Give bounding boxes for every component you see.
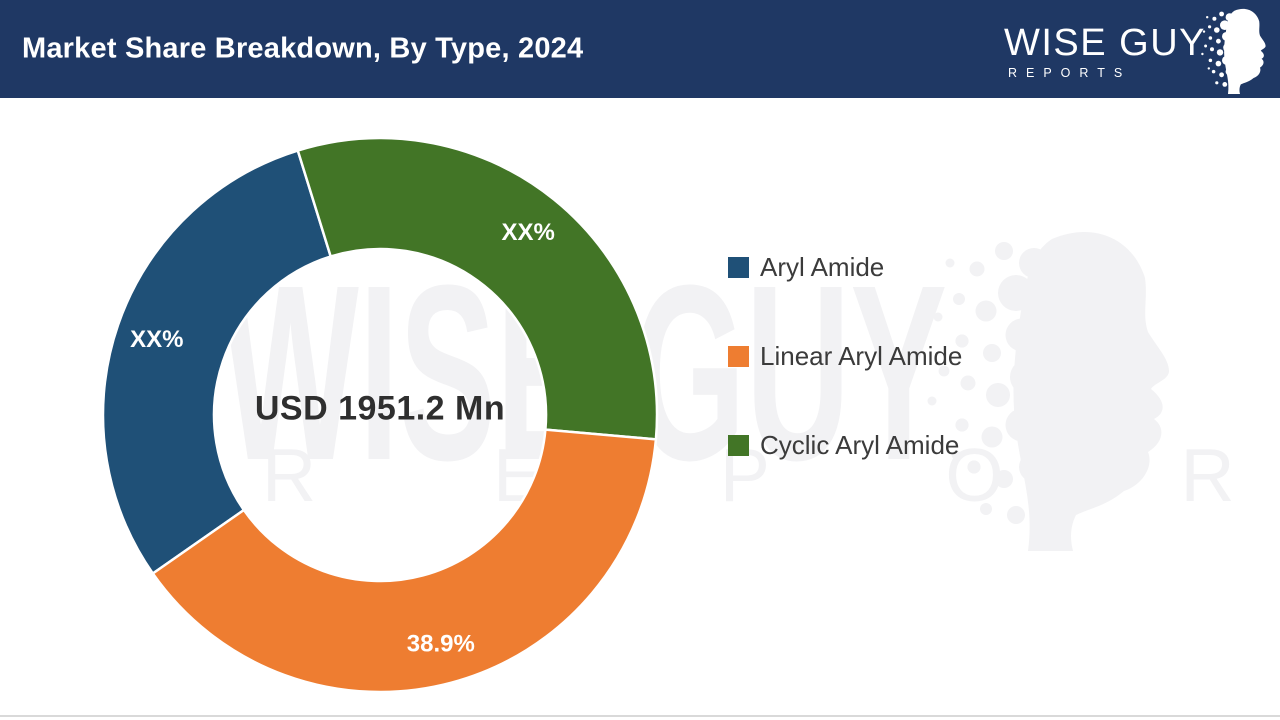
legend-item: Aryl Amide — [728, 252, 962, 282]
footer-divider — [0, 715, 1280, 717]
legend-label: Cyclic Aryl Amide — [760, 430, 960, 460]
legend-item: Linear Aryl Amide — [728, 341, 962, 371]
donut-segment-cyclic-aryl-amide — [296, 136, 659, 441]
donut-segment-aryl-amide — [101, 149, 332, 575]
legend-swatch-icon — [728, 345, 749, 367]
brand-logo-subtext: REPORTS — [1007, 66, 1132, 80]
legend-swatch-icon — [728, 434, 749, 456]
segment-label: XX% — [130, 326, 183, 353]
legend-swatch-icon — [728, 256, 749, 278]
legend-label: Linear Aryl Amide — [760, 341, 963, 371]
segment-label: XX% — [502, 219, 555, 246]
header-bar: Market Share Breakdown, By Type, 2024 WI… — [0, 0, 1280, 98]
page-title: Market Share Breakdown, By Type, 2024 — [22, 32, 584, 65]
brand-logo-face-icon — [1188, 6, 1268, 94]
chart-legend: Aryl Amide Linear Aryl Amide Cyclic Aryl A… — [728, 252, 962, 519]
chart-center-value: USD 1951.2 Mn — [254, 389, 506, 428]
legend-item: Cyclic Aryl Amide — [728, 430, 962, 460]
segment-label: 38.9% — [407, 631, 475, 658]
brand-logo-wordmark: WISE GUY — [1003, 22, 1206, 64]
legend-label: Aryl Amide — [760, 252, 885, 282]
brand-logo-text: WISE GUY REPORTS — [1004, 24, 1206, 80]
brand-logo: WISE GUY REPORTS — [1004, 4, 1268, 94]
donut-segment-linear-aryl-amide — [151, 428, 658, 694]
